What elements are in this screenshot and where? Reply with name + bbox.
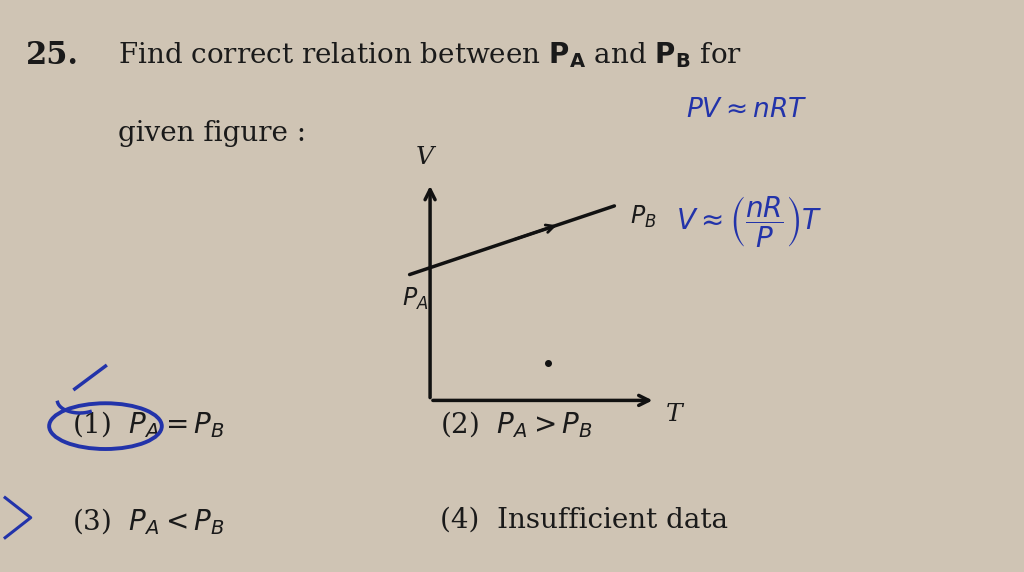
Text: T: T [666,403,682,426]
Text: given figure :: given figure : [118,120,306,147]
Text: V: V [416,146,434,169]
Text: 25.: 25. [26,40,79,71]
Text: (2)  $P_A > P_B$: (2) $P_A > P_B$ [440,409,593,439]
Text: $P_B$: $P_B$ [630,204,656,231]
Text: $P_A$: $P_A$ [401,286,428,312]
Text: (4)  Insufficient data: (4) Insufficient data [440,506,728,533]
Text: (3)  $P_A < P_B$: (3) $P_A < P_B$ [72,506,224,537]
Text: Find correct relation between $\mathbf{P_A}$ and $\mathbf{P_B}$ for: Find correct relation between $\mathbf{P… [118,40,741,70]
Text: $PV \approx nRT$: $PV \approx nRT$ [686,97,807,122]
Text: (1)  $P_A = P_B$: (1) $P_A = P_B$ [72,409,224,439]
Text: $V \approx \left(\dfrac{nR}{P}\right)T$: $V \approx \left(\dfrac{nR}{P}\right)T$ [676,194,822,249]
